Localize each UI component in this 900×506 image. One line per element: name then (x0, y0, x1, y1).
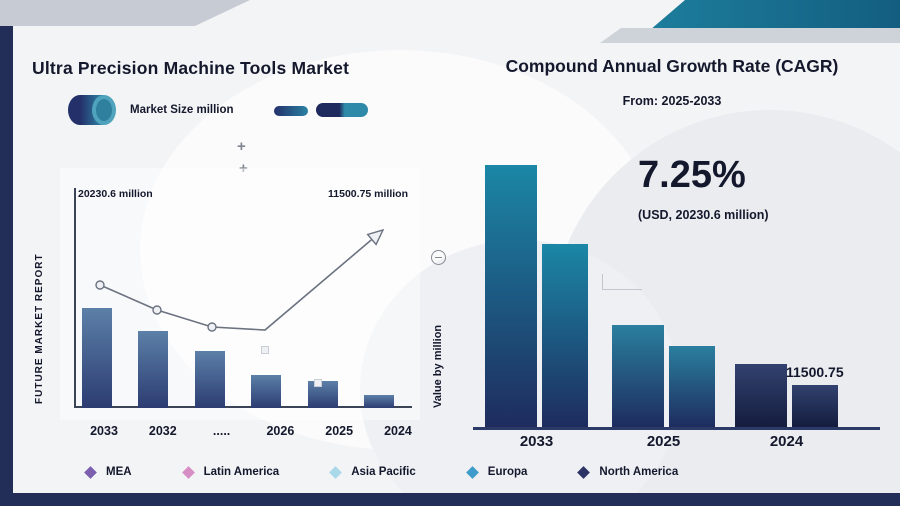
callout-bracket (602, 274, 642, 290)
cagr-x-labels: 2033 2025 2024 (473, 433, 880, 457)
legend-label: North America (599, 466, 679, 478)
legend-diamond-icon (84, 465, 97, 479)
legend-item: MEA (84, 465, 132, 479)
gradient-pill-icon (274, 106, 308, 116)
cagr-bars (473, 160, 880, 427)
plus-mark-icon: + (237, 138, 246, 155)
legend-diamond-icon (577, 465, 591, 479)
left-navy-frame (0, 26, 13, 506)
y-axis-line (74, 188, 76, 408)
legend-label: Asia Pacific (351, 466, 416, 478)
legend-label: Europa (487, 466, 528, 478)
x-axis-label: 2025 (325, 424, 354, 438)
legend-diamond-icon (329, 465, 343, 479)
x-axis-label: ..... (212, 424, 231, 438)
cagr-bar-group (735, 364, 838, 427)
cylinder-icon (68, 95, 116, 125)
legend-item: Latin America (181, 465, 280, 479)
legend-diamond-icon (181, 465, 195, 479)
market-bar-chart: 20230.6 million 11500.75 million (60, 168, 420, 420)
x-axis-label: 2025 (646, 433, 681, 450)
cagr-bar (542, 244, 588, 427)
market-bar (307, 381, 338, 408)
cagr-bar-group (485, 165, 588, 427)
x-axis-label: 2024 (769, 433, 804, 450)
legend-item: Europa (465, 465, 528, 479)
x-axis-line (74, 406, 412, 408)
cagr-bar (735, 364, 787, 427)
market-bar (138, 331, 169, 408)
minus-circle-icon (431, 250, 446, 265)
cagr-bar (669, 346, 715, 427)
top-right-teal-band (650, 0, 900, 30)
bottom-navy-frame (0, 493, 900, 506)
gradient-pill-icon (316, 103, 368, 117)
market-bars (82, 218, 394, 408)
cagr-detail: (USD, 20230.6 million) (638, 208, 769, 222)
x-axis-label: 2032 (148, 424, 177, 438)
legend-diamond-icon (465, 465, 479, 479)
x-axis-label: 2033 (90, 424, 118, 438)
market-title: Ultra Precision Machine Tools Market (32, 58, 350, 78)
top-right-gray-band (600, 28, 900, 43)
market-bar (82, 308, 112, 408)
plus-mark-icon: + (239, 160, 248, 177)
cagr-percentage: 7.25% (638, 154, 746, 196)
legend-item: Asia Pacific (329, 465, 416, 479)
cagr-bar-group (612, 325, 715, 427)
legend-label: MEA (106, 466, 132, 478)
cagr-value-annotation: 11500.75 (786, 364, 844, 380)
cagr-bar (612, 325, 664, 427)
start-value-label: 20230.6 million (78, 188, 153, 200)
cagr-axis-line (473, 427, 880, 430)
legend-label: Latin America (203, 466, 280, 478)
market-x-labels: 2033 2032..... 2026 2025 2024 (82, 424, 420, 438)
market-legend-label: Market Size million (130, 104, 234, 116)
cagr-subtitle: From: 2025-2033 (622, 94, 722, 108)
trend-arrow-line (95, 228, 385, 387)
market-bar (251, 375, 282, 408)
market-bar (194, 351, 225, 408)
market-legend: Market Size million (66, 94, 234, 126)
x-axis-label: 2026 (266, 424, 295, 438)
bottom-legend: MEA Latin America Asia Pacific Europa North … (84, 465, 880, 479)
x-axis-label: 2033 (519, 433, 554, 450)
future-market-report-label: FUTURE MARKET REPORT (34, 253, 45, 404)
x-axis-label: 2024 (384, 424, 412, 438)
market-bar (363, 395, 394, 408)
cagr-bar (485, 165, 537, 427)
end-value-label: 11500.75 million (328, 188, 408, 200)
legend-item: North America (577, 465, 679, 479)
value-by-million-label: Value by million (432, 324, 444, 408)
cagr-title: Compound Annual Growth Rate (CAGR) (505, 56, 839, 76)
cagr-bar (792, 385, 838, 427)
